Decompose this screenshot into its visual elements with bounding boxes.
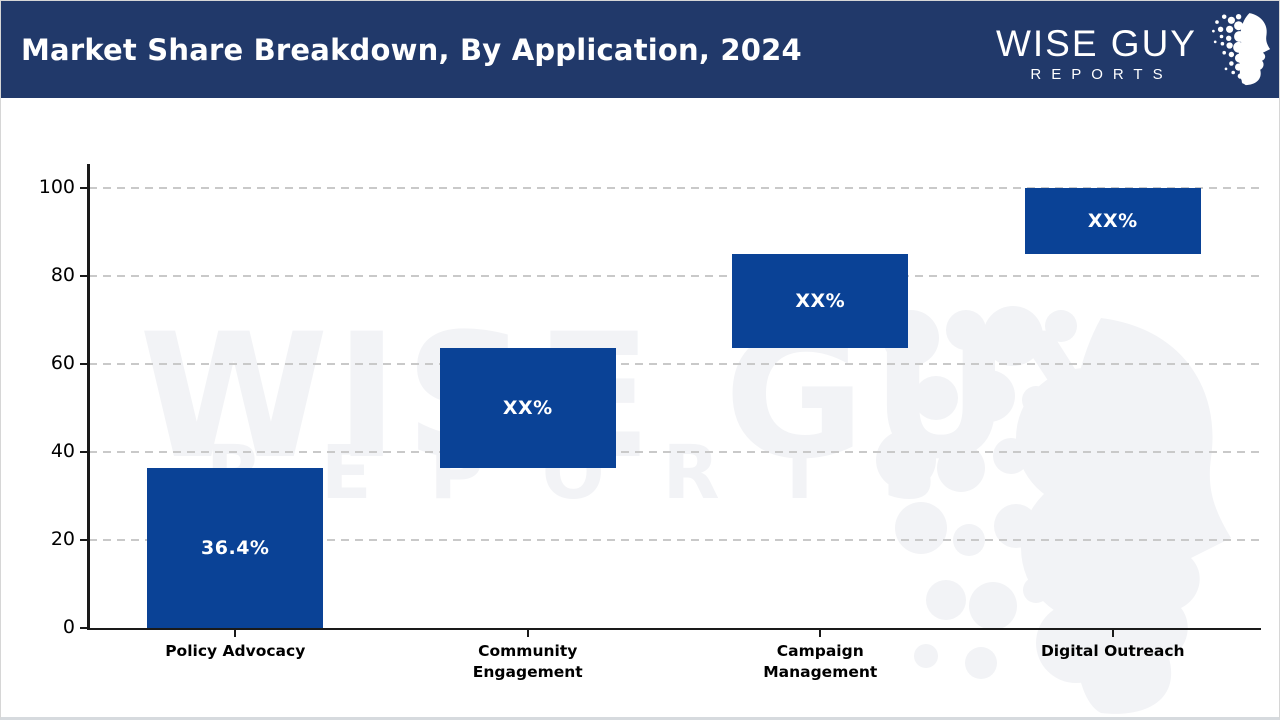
y-tick-label-0: 0 bbox=[62, 616, 75, 638]
x-tick-3 bbox=[1111, 630, 1114, 637]
y-tick-label-40: 40 bbox=[50, 440, 75, 462]
y-tick-label-100: 100 bbox=[38, 176, 75, 198]
x-tick-0 bbox=[234, 630, 237, 637]
y-tick-100 bbox=[80, 187, 88, 189]
bar-community-engagement: XX% bbox=[439, 348, 616, 468]
gridline-40 bbox=[89, 451, 1263, 453]
bar-value-label: 36.4% bbox=[201, 536, 270, 559]
gridline-100 bbox=[89, 187, 1263, 189]
y-tick-label-20: 20 bbox=[50, 528, 75, 550]
face-profile-icon bbox=[1212, 13, 1271, 86]
y-tick-20 bbox=[80, 539, 88, 541]
chart-title: Market Share Breakdown, By Application, … bbox=[21, 32, 802, 67]
gridline-80 bbox=[89, 275, 1263, 277]
x-axis-spine bbox=[87, 627, 1261, 630]
logo-text: WISE GUY REPORTS bbox=[995, 22, 1197, 83]
logo-subtitle: REPORTS bbox=[1030, 65, 1173, 83]
plot-area: 0 20 40 60 80 100 36.4% Policy Advocacy XX% Commu… bbox=[1, 98, 1279, 717]
bar-digital-outreach: XX% bbox=[1024, 188, 1201, 254]
y-tick-0 bbox=[80, 627, 88, 629]
bar-value-label: XX% bbox=[502, 396, 553, 419]
wise-guy-reports-logo: WISE GUY REPORTS bbox=[996, 5, 1271, 95]
x-tick-2 bbox=[819, 630, 822, 637]
logo-wordmark: WISE GUY bbox=[995, 22, 1197, 64]
x-category-label-2: Campaign Management bbox=[763, 642, 878, 681]
bar-campaign-management: XX% bbox=[732, 254, 909, 349]
bar-policy-advocacy: 36.4% bbox=[147, 467, 324, 628]
gridline-20 bbox=[89, 539, 1263, 541]
gridline-60 bbox=[89, 363, 1263, 365]
x-tick-1 bbox=[526, 630, 529, 637]
bar-value-label: XX% bbox=[1087, 210, 1138, 232]
y-tick-label-80: 80 bbox=[50, 264, 75, 286]
y-tick-80 bbox=[80, 275, 88, 277]
y-tick-40 bbox=[80, 451, 88, 453]
bar-value-label: XX% bbox=[795, 290, 846, 313]
x-category-label-1: Community Engagement bbox=[472, 642, 583, 681]
y-tick-label-60: 60 bbox=[50, 352, 75, 374]
header-banner: Market Share Breakdown, By Application, … bbox=[1, 1, 1279, 98]
x-category-label-3: Digital Outreach bbox=[1040, 642, 1185, 660]
y-tick-60 bbox=[80, 363, 88, 365]
x-category-label-0: Policy Advocacy bbox=[165, 642, 306, 660]
y-axis-spine bbox=[87, 164, 90, 630]
